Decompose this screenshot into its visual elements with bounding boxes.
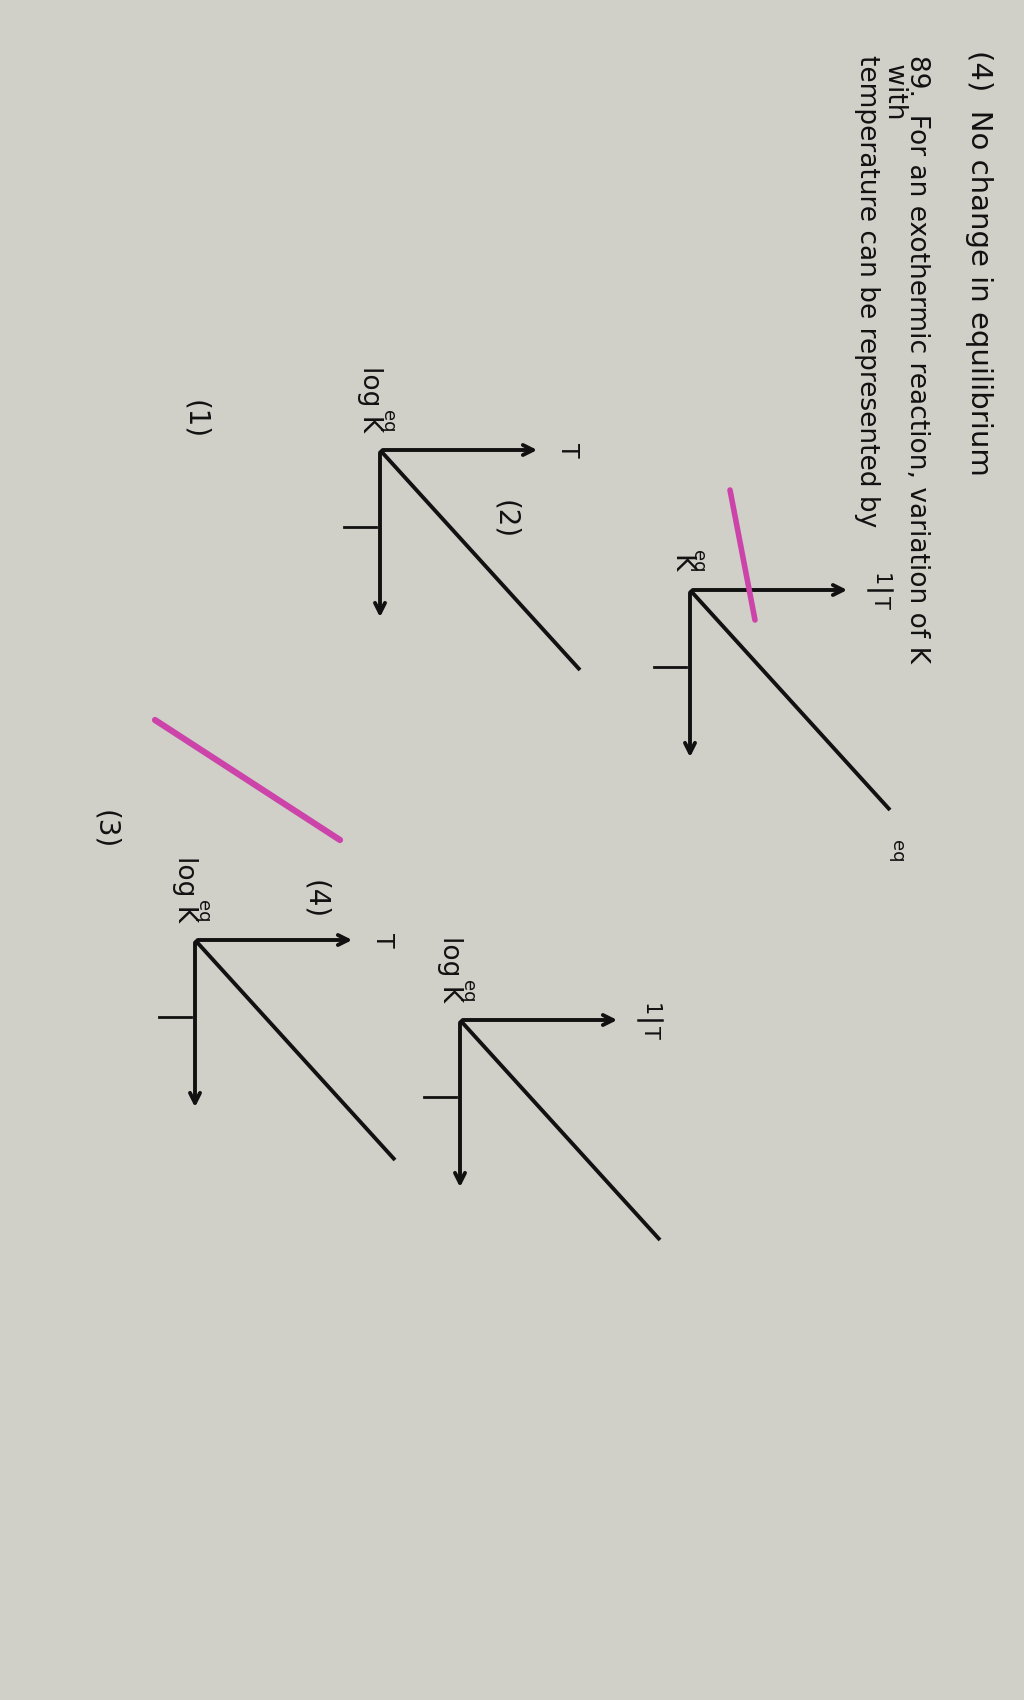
Text: T: T <box>640 1025 660 1039</box>
Text: log K: log K <box>172 855 198 921</box>
Text: (4): (4) <box>301 881 329 920</box>
Text: eq: eq <box>194 899 212 921</box>
Text: (3): (3) <box>91 811 119 850</box>
Text: 1: 1 <box>870 573 890 586</box>
Text: T: T <box>371 933 395 947</box>
Text: eq: eq <box>689 549 707 571</box>
Text: temperature can be represented by: temperature can be represented by <box>854 54 880 527</box>
Text: eq: eq <box>888 840 906 862</box>
Text: 89.  For an exothermic reaction, variation of K: 89. For an exothermic reaction, variatio… <box>904 54 930 663</box>
Text: 1: 1 <box>640 1003 660 1017</box>
Text: (2): (2) <box>490 500 519 539</box>
Text: K: K <box>667 554 693 571</box>
Text: log K: log K <box>437 937 463 1001</box>
Text: log K: log K <box>357 366 383 432</box>
Text: eq: eq <box>459 979 477 1001</box>
Text: (1): (1) <box>181 401 209 440</box>
Text: T: T <box>870 595 890 609</box>
Text: with: with <box>882 54 908 119</box>
Text: eq: eq <box>379 410 397 432</box>
Text: T: T <box>556 442 580 457</box>
Text: (4)  No change in equilibrium: (4) No change in equilibrium <box>965 49 993 476</box>
